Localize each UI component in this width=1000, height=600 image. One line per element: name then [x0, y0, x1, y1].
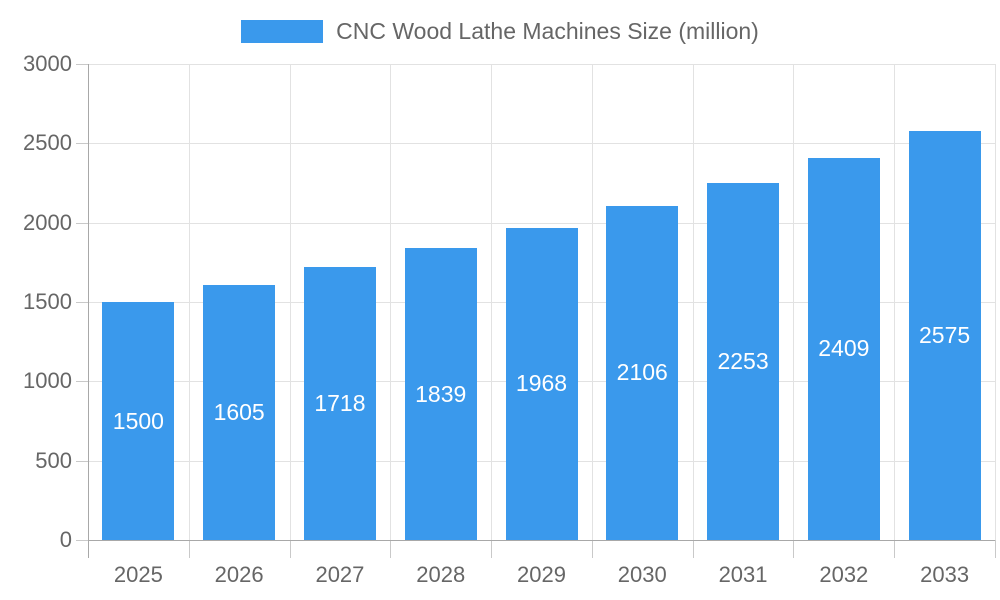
- legend[interactable]: CNC Wood Lathe Machines Size (million): [0, 16, 1000, 46]
- bar-value-label: 2409: [818, 335, 870, 362]
- y-axis-tick: [76, 64, 88, 65]
- legend-swatch: [241, 19, 324, 43]
- y-axis-tick: [76, 381, 88, 383]
- y-axis-line: [88, 64, 89, 558]
- v-gridline: [591, 64, 593, 540]
- bar[interactable]: 1839: [404, 248, 477, 540]
- x-axis-tick: [692, 540, 694, 558]
- y-axis-tick: [76, 302, 88, 303]
- bar[interactable]: 1500: [102, 302, 175, 540]
- bar-value-label: 2253: [717, 347, 769, 374]
- x-axis-label: 2030: [617, 562, 667, 587]
- x-axis-tick: [591, 540, 593, 558]
- x-axis-tick: [995, 540, 996, 558]
- y-axis-tick: [76, 222, 88, 224]
- v-gridline: [188, 64, 190, 540]
- v-gridline: [491, 64, 493, 540]
- bar[interactable]: 1968: [505, 227, 578, 540]
- x-axis-label: 2032: [819, 562, 869, 587]
- y-axis-tick: [76, 460, 88, 462]
- legend-label: CNC Wood Lathe Machines Size (million): [336, 17, 759, 44]
- x-axis-tick: [793, 540, 795, 558]
- y-axis-label: 1500: [23, 289, 72, 314]
- x-axis-tick: [289, 540, 291, 558]
- h-gridline: [88, 222, 995, 224]
- bar[interactable]: 1718: [303, 267, 376, 540]
- bar-value-label: 1605: [213, 399, 265, 426]
- x-axis-label: 2026: [214, 562, 264, 587]
- y-axis-label: 3000: [23, 51, 72, 76]
- bar-value-label: 2106: [616, 359, 668, 386]
- y-axis-label: 0: [59, 527, 72, 552]
- x-axis-tick: [188, 540, 190, 558]
- v-gridline: [995, 64, 996, 540]
- y-axis-tick: [76, 143, 88, 145]
- x-axis-label: 2031: [718, 562, 768, 587]
- y-axis-label: 2500: [23, 130, 72, 156]
- bar-value-label: 1500: [112, 407, 164, 434]
- bar[interactable]: 2575: [908, 131, 981, 540]
- v-gridline: [390, 64, 392, 540]
- bar-value-label: 1839: [415, 380, 467, 407]
- x-axis-tick: [894, 540, 896, 558]
- v-gridline: [289, 64, 291, 540]
- y-axis-label: 500: [35, 447, 72, 473]
- bar[interactable]: 1605: [203, 285, 276, 540]
- x-axis-label: 2028: [416, 562, 466, 587]
- x-axis-label: 2033: [920, 562, 970, 587]
- x-axis-label: 2025: [113, 562, 163, 587]
- bar-value-label: 2575: [919, 322, 971, 349]
- bar[interactable]: 2409: [807, 157, 880, 540]
- v-gridline: [793, 64, 795, 540]
- bar-value-label: 1718: [314, 390, 366, 417]
- x-axis-label: 2027: [315, 562, 365, 587]
- y-axis-tick: [76, 540, 88, 541]
- v-gridline: [692, 64, 694, 540]
- h-gridline: [88, 143, 995, 145]
- x-axis-tick: [390, 540, 392, 558]
- bar[interactable]: 2106: [606, 205, 679, 540]
- y-axis-label: 1000: [23, 368, 72, 394]
- h-gridline: [88, 64, 995, 65]
- v-gridline: [894, 64, 896, 540]
- x-axis-label: 2029: [517, 562, 566, 587]
- bar[interactable]: 2253: [707, 182, 780, 540]
- y-axis-label: 2000: [23, 209, 72, 235]
- x-axis-tick: [491, 540, 493, 558]
- x-axis-line: [88, 540, 995, 541]
- bar-value-label: 1968: [515, 370, 568, 397]
